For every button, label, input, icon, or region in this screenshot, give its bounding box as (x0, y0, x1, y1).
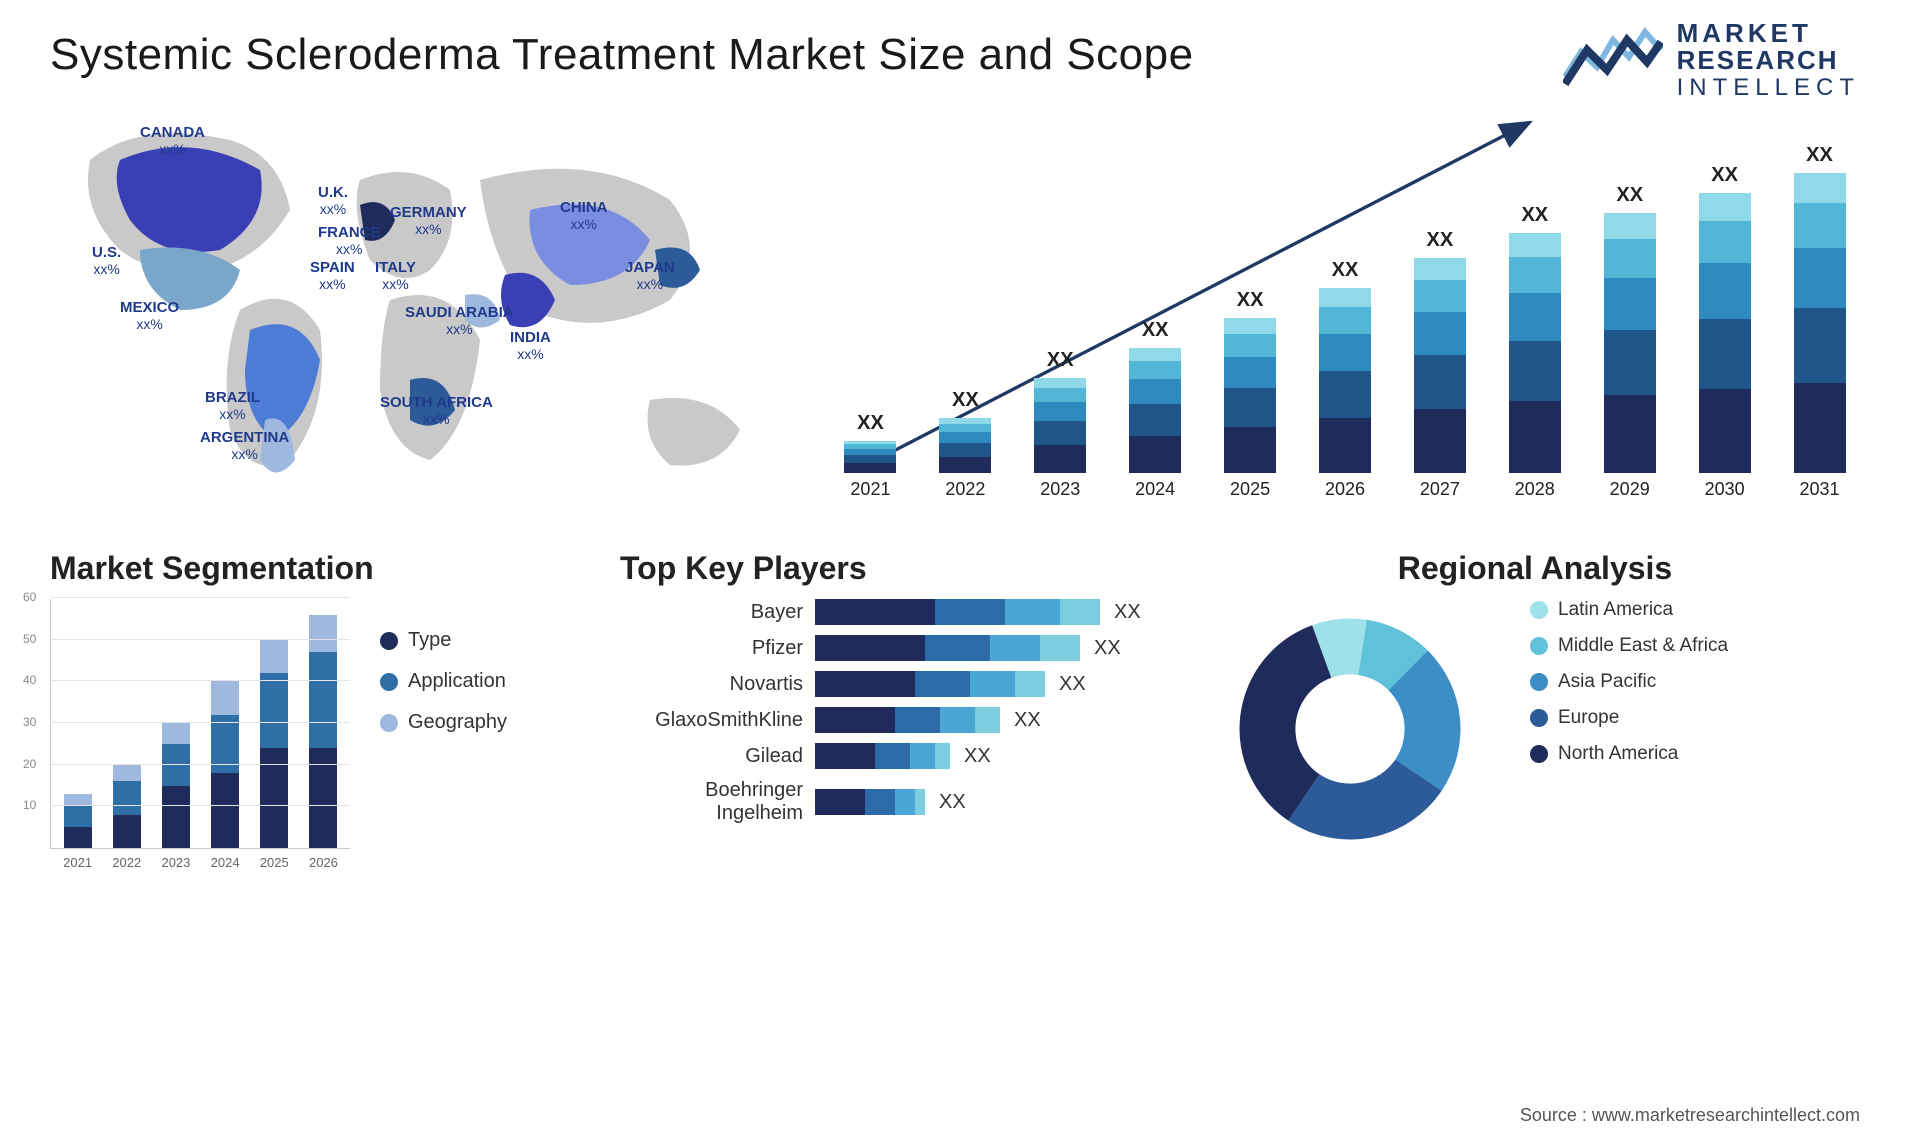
regional-donut (1200, 599, 1500, 859)
map-label: SOUTH AFRICAxx% (380, 395, 493, 427)
segmentation-bar (157, 723, 194, 848)
logo-text-3: INTELLECT (1677, 75, 1860, 100)
growth-bar: XX2023 (1020, 349, 1101, 500)
segmentation-bar (59, 794, 96, 848)
world-map: CANADAxx% U.S.xx% MEXICOxx% BRAZILxx% ARGENT… (50, 100, 790, 500)
segmentation-bar (305, 615, 342, 848)
map-label: FRANCExx% (318, 225, 381, 257)
keyplayers-chart: BayerXX PfizerXX NovartisXX GlaxoSmithKline… (620, 599, 1160, 825)
segmentation-legend: Type Application Geography (380, 599, 507, 849)
map-label: ARGENTINAxx% (200, 430, 289, 462)
growth-chart: XX2021XX2022XX2023XX2024XX2025XX2026XX20… (820, 100, 1870, 500)
growth-bar: XX2025 (1210, 289, 1291, 500)
growth-bar: XX2029 (1589, 184, 1670, 500)
brand-logo: MARKET RESEARCH INTELLECT (1563, 20, 1860, 100)
map-label: ITALYxx% (375, 260, 416, 292)
growth-bar: XX2026 (1305, 259, 1386, 500)
map-label: CANADAxx% (140, 125, 205, 157)
legend-item: Application (380, 670, 507, 693)
legend-item: North America (1530, 743, 1728, 765)
legend-item: Europe (1530, 707, 1728, 729)
keyplayer-row: BayerXX (620, 599, 1160, 625)
regional-title: Regional Analysis (1200, 550, 1870, 587)
segmentation-chart: 202120222023202420252026 102030405060 (50, 599, 350, 849)
map-label: SAUDI ARABIAxx% (405, 305, 514, 337)
map-label: SPAINxx% (310, 260, 355, 292)
map-label: JAPANxx% (625, 260, 675, 292)
map-label: U.S.xx% (92, 245, 121, 277)
keyplayers-title: Top Key Players (620, 550, 1160, 587)
legend-item: Type (380, 629, 507, 652)
growth-bar: XX2028 (1494, 204, 1575, 500)
legend-item: Asia Pacific (1530, 671, 1728, 693)
map-label: MEXICOxx% (120, 300, 179, 332)
growth-bar: XX2022 (925, 389, 1006, 500)
segmentation-title: Market Segmentation (50, 550, 580, 587)
map-label: GERMANYxx% (390, 205, 467, 237)
legend-item: Geography (380, 711, 507, 734)
growth-bar: XX2021 (830, 412, 911, 500)
map-label: INDIAxx% (510, 330, 551, 362)
logo-text-2: RESEARCH (1677, 47, 1860, 74)
logo-text-1: MARKET (1677, 20, 1860, 47)
keyplayer-row: PfizerXX (620, 635, 1160, 661)
map-label: BRAZILxx% (205, 390, 260, 422)
logo-mark-icon (1563, 22, 1663, 97)
growth-bar: XX2027 (1399, 229, 1480, 500)
keyplayer-row: GileadXX (620, 743, 1160, 769)
segmentation-bar (207, 681, 244, 848)
keyplayer-row: GlaxoSmithKlineXX (620, 707, 1160, 733)
segmentation-bar (108, 765, 145, 848)
keyplayer-row: Boehringer IngelheimXX (620, 779, 1160, 825)
regional-legend: Latin America Middle East & Africa Asia Pa… (1530, 599, 1728, 779)
map-label: U.K.xx% (318, 185, 348, 217)
legend-item: Middle East & Africa (1530, 635, 1728, 657)
map-label: CHINAxx% (560, 200, 608, 232)
growth-bar: XX2030 (1684, 164, 1765, 500)
growth-bar: XX2031 (1779, 144, 1860, 500)
source-attribution: Source : www.marketresearchintellect.com (1520, 1105, 1860, 1126)
segmentation-bar (256, 640, 293, 848)
keyplayer-row: NovartisXX (620, 671, 1160, 697)
growth-bar: XX2024 (1115, 319, 1196, 500)
legend-item: Latin America (1530, 599, 1728, 621)
